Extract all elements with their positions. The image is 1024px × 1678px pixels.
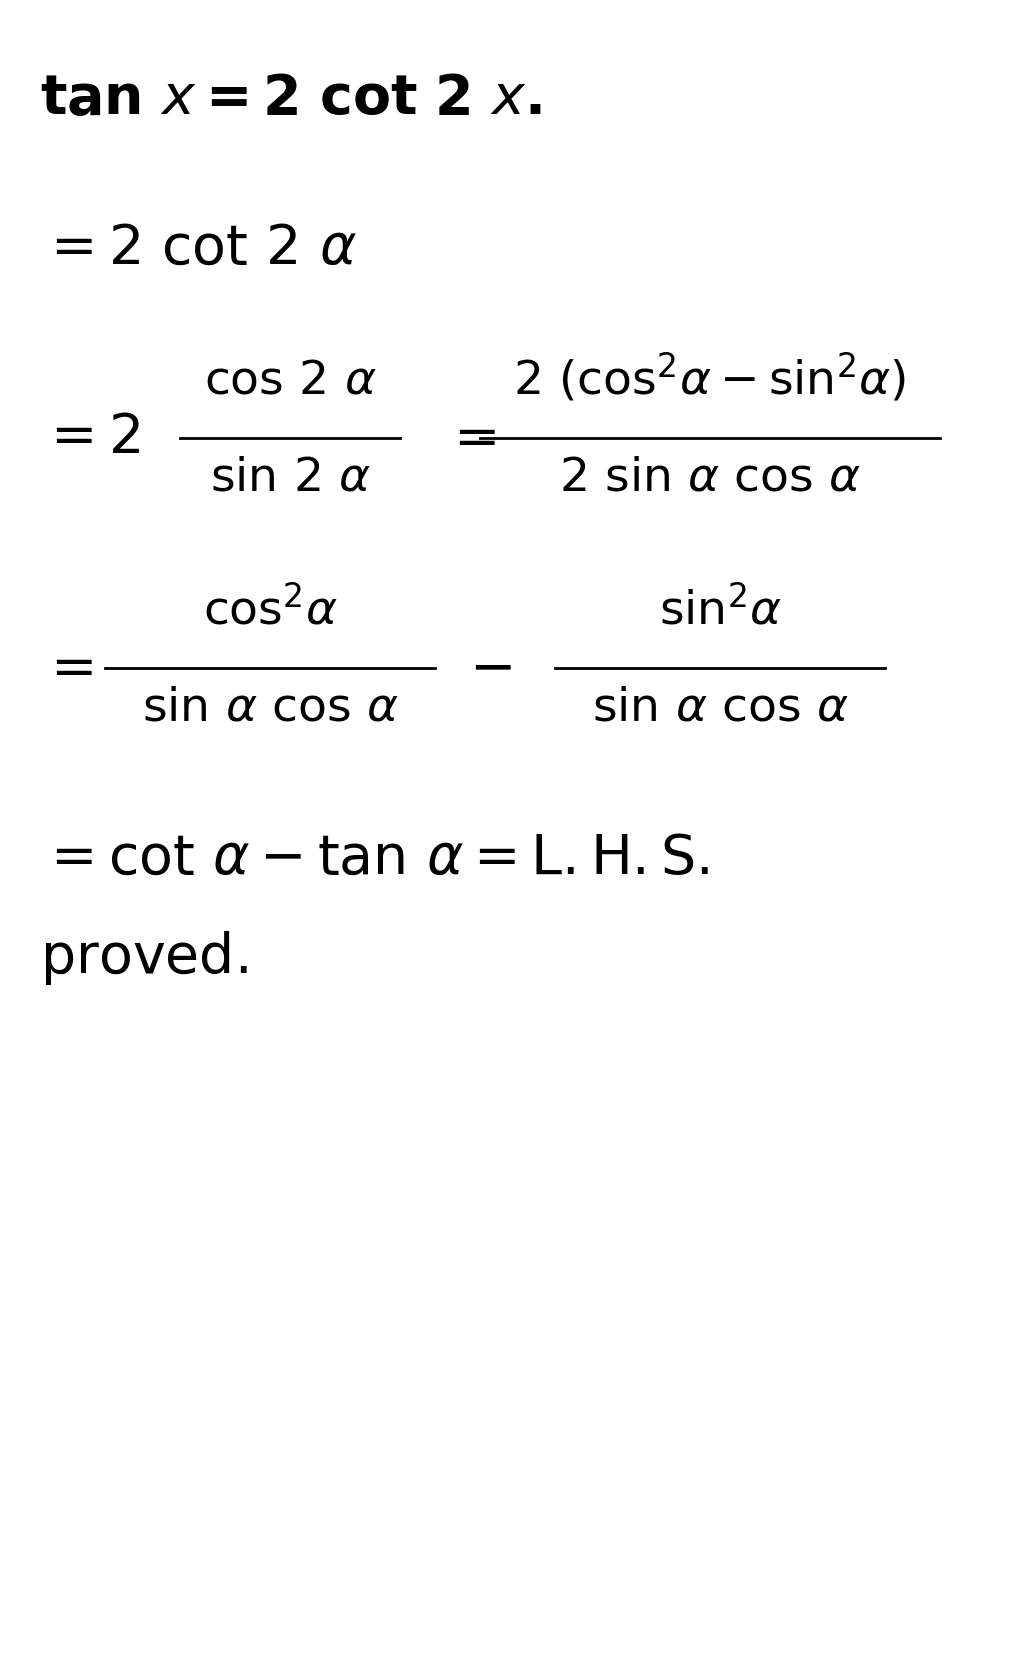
Text: $\mathrm{sin}\ \alpha\ \mathrm{cos}\ \alpha$: $\mathrm{sin}\ \alpha\ \mathrm{cos}\ \al…	[592, 685, 849, 730]
Text: $\bf{tan}\ \mathit{x} = 2\ \bf{cot}\ 2\ \mathit{x}.$: $\bf{tan}\ \mathit{x} = 2\ \bf{cot}\ 2\ …	[40, 70, 542, 126]
Text: $\mathrm{sin}\ \alpha\ \mathrm{cos}\ \alpha$: $\mathrm{sin}\ \alpha\ \mathrm{cos}\ \al…	[141, 685, 398, 730]
Text: $\mathrm{sin}\ 2\ \alpha$: $\mathrm{sin}\ 2\ \alpha$	[210, 455, 371, 500]
Text: $\mathrm{proved.}$: $\mathrm{proved.}$	[40, 930, 248, 987]
Text: $\mathrm{sin}^2\alpha$: $\mathrm{sin}^2\alpha$	[658, 587, 781, 634]
Text: $= 2$: $= 2$	[40, 411, 140, 465]
Text: $\mathrm{cos}\ 2\ \alpha$: $\mathrm{cos}\ 2\ \alpha$	[204, 359, 377, 404]
Text: $2\ (\mathrm{cos}^2\alpha - \mathrm{sin}^2\alpha)$: $2\ (\mathrm{cos}^2\alpha - \mathrm{sin}…	[513, 351, 906, 404]
Text: $=$: $=$	[40, 641, 93, 695]
Text: $2\ \mathrm{sin}\ \alpha\ \mathrm{cos}\ \alpha$: $2\ \mathrm{sin}\ \alpha\ \mathrm{cos}\ …	[559, 455, 861, 500]
Text: $-$: $-$	[469, 641, 511, 695]
Text: $=$: $=$	[443, 411, 497, 465]
Text: $= 2\ \mathrm{cot}\ 2\ \alpha$: $= 2\ \mathrm{cot}\ 2\ \alpha$	[40, 220, 356, 275]
Text: $\mathrm{cos}^2\alpha$: $\mathrm{cos}^2\alpha$	[203, 587, 337, 634]
Text: $= \mathrm{cot}\ \alpha - \mathrm{tan}\ \alpha = \mathrm{L.H.S.}$: $= \mathrm{cot}\ \alpha - \mathrm{tan}\ …	[40, 831, 710, 886]
